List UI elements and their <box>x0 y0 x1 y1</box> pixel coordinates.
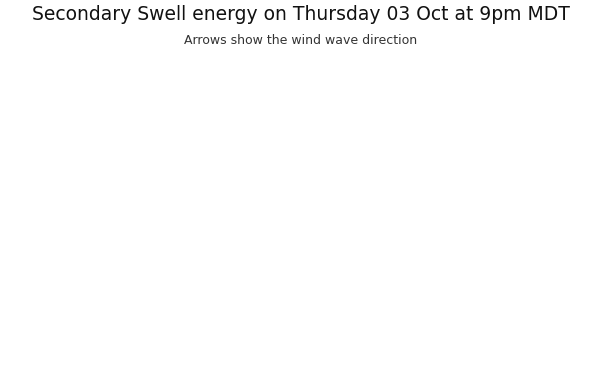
Text: Secondary Swell energy on Thursday 03 Oct at 9pm MDT: Secondary Swell energy on Thursday 03 Oc… <box>32 6 569 24</box>
Text: Arrows show the wind wave direction: Arrows show the wind wave direction <box>184 34 417 47</box>
Text: cartopy not available: cartopy not available <box>227 203 374 216</box>
